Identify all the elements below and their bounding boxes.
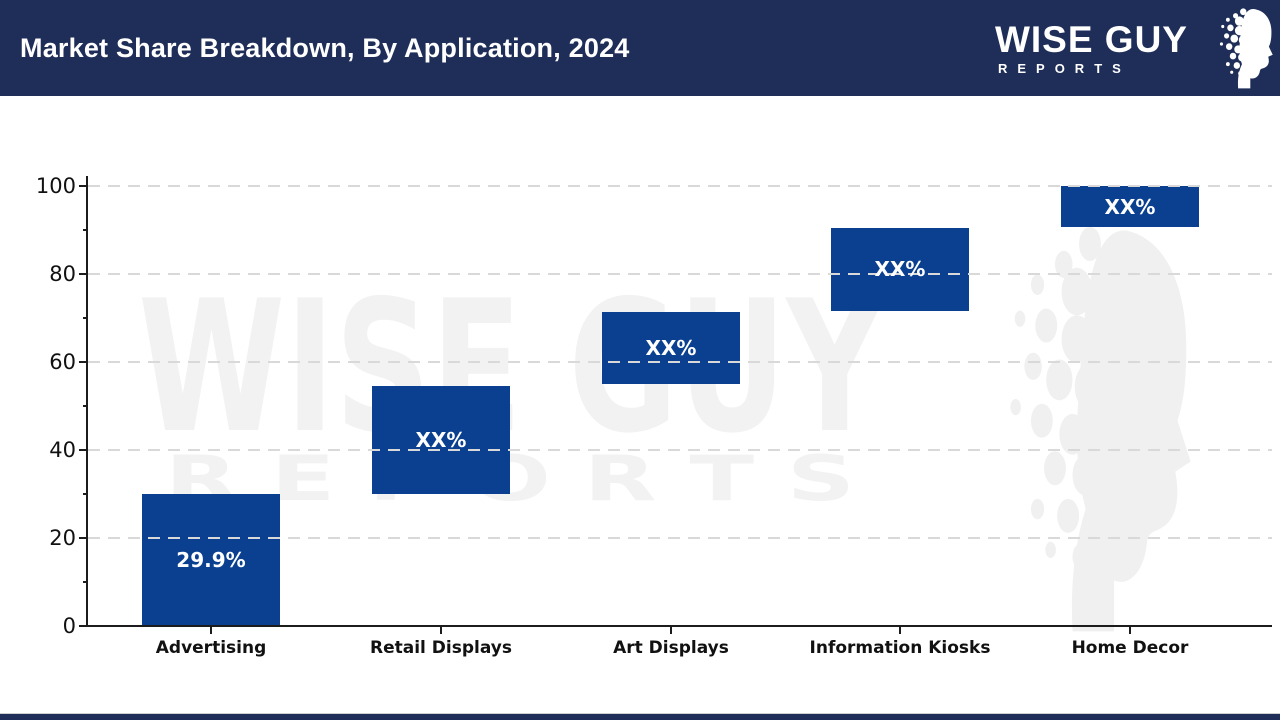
y-tick-label: 40	[49, 438, 76, 462]
y-minor-tick	[83, 229, 87, 231]
gridline-60	[88, 361, 1272, 363]
y-tick	[79, 625, 87, 627]
brand-name: WISE GUY	[994, 19, 1188, 60]
footer-bar	[0, 713, 1280, 720]
bar-retail-displays	[372, 386, 510, 495]
y-tick-label: 100	[35, 174, 76, 198]
y-tick-label: 20	[49, 526, 76, 550]
x-category-label: Art Displays	[613, 638, 729, 658]
gridline-100	[88, 185, 1272, 187]
gridline-40	[88, 449, 1272, 451]
y-tick-label: 60	[49, 350, 76, 374]
x-category-label: Retail Displays	[370, 638, 512, 658]
x-tick	[440, 627, 442, 634]
gridline-20	[88, 537, 1272, 539]
y-minor-tick	[83, 317, 87, 319]
y-tick	[79, 273, 87, 275]
gridline-80	[88, 273, 1272, 275]
header-bar: Market Share Breakdown, By Application, …	[0, 0, 1280, 96]
brand-head-icon	[1219, 8, 1273, 89]
x-tick	[210, 627, 212, 634]
y-tick-label: 80	[49, 262, 76, 286]
y-tick	[79, 449, 87, 451]
x-category-label: Information Kiosks	[809, 638, 991, 658]
y-tick	[79, 185, 87, 187]
page-title: Market Share Breakdown, By Application, …	[20, 32, 630, 63]
bar-home-decor	[1061, 186, 1199, 228]
y-minor-tick	[83, 581, 87, 583]
bar-information-kiosks	[831, 228, 969, 311]
bar-advertising	[142, 494, 280, 626]
y-tick-label: 0	[62, 614, 76, 638]
x-tick	[1129, 627, 1131, 634]
x-category-label: Advertising	[155, 638, 267, 658]
bar-art-displays	[602, 311, 740, 385]
x-tick	[670, 627, 672, 634]
x-axis	[86, 625, 1272, 627]
x-category-label: Home Decor	[1071, 638, 1189, 658]
brand-logo-text: WISE GUY REPORTS	[995, 21, 1188, 75]
y-tick	[79, 361, 87, 363]
brand-subtitle: REPORTS	[997, 61, 1131, 76]
watermark-line2: R E P O R T S	[165, 442, 855, 515]
brand-logo: WISE GUY REPORTS	[995, 2, 1274, 94]
watermark-line1: WISE GUY	[138, 261, 885, 473]
y-axis	[86, 176, 88, 627]
y-tick	[79, 537, 87, 539]
y-minor-tick	[83, 493, 87, 495]
y-minor-tick	[83, 405, 87, 407]
x-tick	[899, 627, 901, 634]
